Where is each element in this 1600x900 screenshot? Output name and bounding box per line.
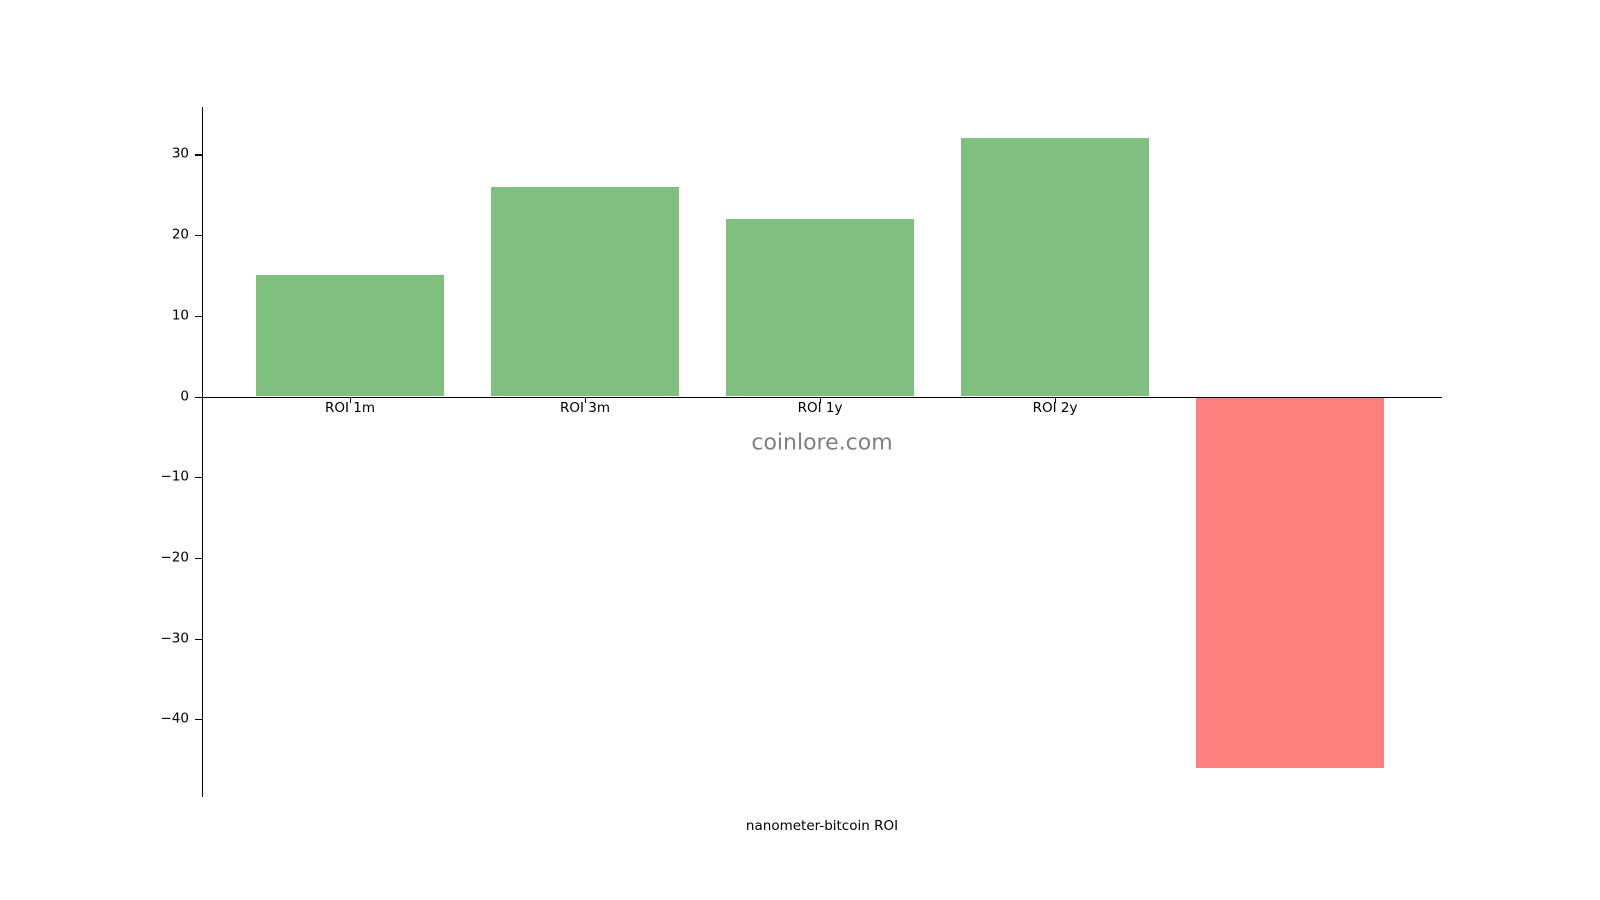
- x-tick-label-roi-2y: ROI 2y: [1032, 399, 1078, 416]
- bar-roi-3m: [491, 186, 679, 397]
- y-tick-label-0: 0: [180, 387, 189, 404]
- y-tick-neg-10: [194, 477, 202, 479]
- bar-roi-1y: [726, 218, 914, 397]
- x-tick-roi-1y: [820, 396, 822, 403]
- bar-roi-2y: [961, 138, 1149, 397]
- y-tick-30: [194, 154, 202, 156]
- chart-title: nanometer-bitcoin ROI: [745, 818, 899, 834]
- y-tick-label-20: 20: [171, 226, 189, 243]
- y-tick-neg-30: [194, 638, 202, 640]
- bar-roi-1m: [256, 275, 444, 397]
- y-tick-neg-20: [194, 557, 202, 560]
- y-axis-spine: [201, 107, 203, 797]
- y-tick-label-neg-20: −20: [160, 549, 190, 566]
- y-tick-20: [194, 235, 202, 237]
- x-tick-label-roi-1m: ROI 1m: [324, 399, 376, 416]
- bar-5: [1196, 396, 1384, 768]
- x-tick-roi-3m: [585, 396, 587, 403]
- y-tick-neg-40: [194, 719, 202, 721]
- y-tick-label-neg-30: −30: [160, 629, 190, 646]
- watermark: coinlore.com: [751, 430, 893, 456]
- x-tick-label-roi-3m: ROI 3m: [559, 399, 611, 416]
- x-tick-label-roi-1y: ROI 1y: [797, 399, 843, 416]
- x-tick-roi-1m: [350, 396, 352, 403]
- y-tick-label-neg-10: −10: [160, 468, 190, 485]
- y-tick-label-neg-40: −40: [160, 710, 190, 727]
- x-tick-roi-2y: [1055, 396, 1057, 403]
- y-tick-label-10: 10: [171, 307, 189, 324]
- y-tick-label-30: 30: [171, 145, 189, 162]
- y-tick-10: [194, 315, 202, 317]
- y-tick-0: [194, 396, 202, 398]
- x-axis-line: [201, 396, 1442, 398]
